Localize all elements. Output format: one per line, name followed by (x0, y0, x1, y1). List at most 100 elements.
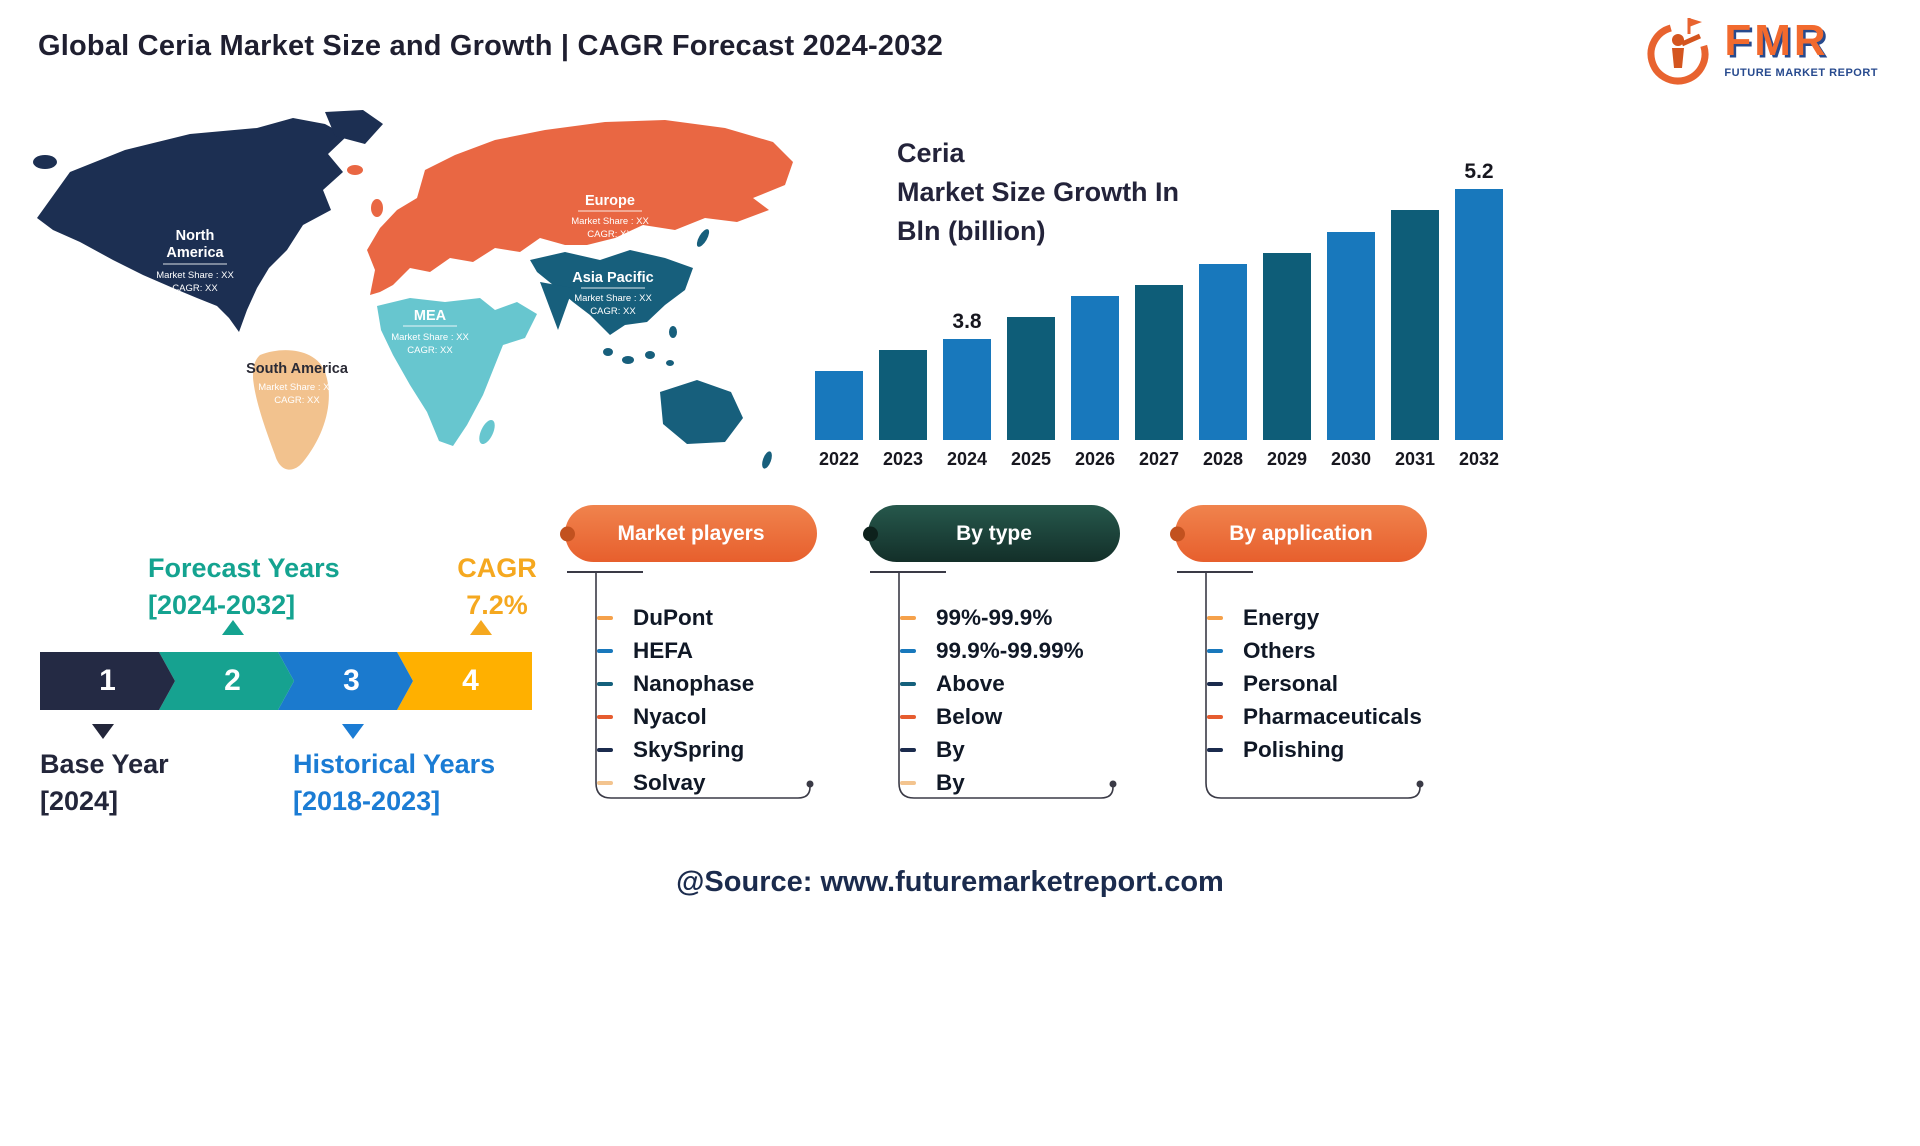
bar (1135, 285, 1183, 440)
bar-chart: 2022 2023 3.8 2024 2025 2026 2027 2028 2029 2030 2… (815, 150, 1530, 470)
chart-title: Ceria Market Size Growth In Bln (billion… (897, 134, 1179, 251)
timeline-segment-3: 3 (278, 652, 413, 710)
pill-circle-icon (1170, 526, 1185, 541)
bar-year-label: 2024 (946, 449, 988, 469)
list-item: Nyacol (597, 704, 754, 730)
bar (879, 350, 927, 440)
forecast-years-title: Forecast Years (148, 553, 340, 583)
bullet-dash-icon (1207, 648, 1223, 654)
bullet-dash-icon (597, 615, 613, 621)
panel-title: By type (956, 521, 1032, 545)
region-name: North (176, 228, 215, 244)
bar-year-label: 2028 (1202, 449, 1244, 469)
pill-underline (870, 571, 946, 573)
pill-circle-icon (863, 526, 878, 541)
bullet-dash-icon (900, 648, 916, 654)
chart-column: 3.8 2024 (943, 310, 991, 470)
list-item: By (900, 770, 1084, 796)
chart-column: 2028 (1199, 264, 1247, 470)
panel-items: Energy Others Personal Pharmaceuticals Polis… (1207, 605, 1422, 763)
bar (1263, 253, 1311, 440)
bullet-dash-icon (597, 747, 613, 753)
list-item-label: Polishing (1243, 737, 1345, 762)
bar-year-label: 2029 (1266, 449, 1308, 469)
chart-column: 2029 (1263, 253, 1311, 470)
bullet-dash-icon (900, 747, 916, 753)
map-label-south-america: South America Market Share : XX CAGR: XX (246, 361, 349, 406)
fmr-logo-wordmark: FMR (1724, 16, 1829, 65)
bullet-dash-icon (597, 780, 613, 786)
timeline-segment-number: 4 (462, 664, 479, 697)
historical-years-arrow-icon (342, 724, 364, 739)
region-cagr: CAGR: XX (172, 283, 218, 294)
panel-by-application: By application Energy Others Personal Pharm… (1170, 505, 1427, 825)
list-item: Solvay (597, 770, 754, 796)
panel-bracket (898, 571, 1117, 799)
bullet-dash-icon (900, 615, 916, 621)
list-item-label: DuPont (633, 605, 713, 630)
chart-column: 2030 (1327, 232, 1375, 470)
source-note: @Source: www.futuremarketreport.com (676, 866, 1224, 898)
panel-market-players: Market players DuPont HEFA Nanophase Nyacol… (560, 505, 817, 825)
cagr-title: CAGR (457, 553, 537, 583)
cagr-value: 7.2% (466, 590, 528, 620)
list-item-label: Nanophase (633, 671, 755, 696)
list-item: Nanophase (597, 671, 754, 697)
bar-year-label: 2023 (882, 449, 924, 469)
bar (1391, 210, 1439, 440)
list-item-label: Others (1243, 638, 1316, 663)
map-label-mea: MEA Market Share : XX CAGR: XX (391, 308, 469, 356)
timeline-segment-number: 1 (99, 664, 116, 697)
list-item: Energy (1207, 605, 1422, 631)
region-share: Market Share : XX (391, 332, 469, 343)
region-cagr: CAGR: XX (587, 229, 633, 240)
bar (1071, 296, 1119, 440)
timeline-segment-1: 1 (40, 652, 175, 710)
chart-column: 2022 (815, 371, 863, 470)
fmr-logo-icon (1647, 18, 1709, 85)
panel-bracket (595, 571, 814, 799)
region-name: South America (246, 361, 349, 377)
region-cagr: CAGR: XX (274, 395, 320, 406)
chart-column: 2026 (1071, 296, 1119, 470)
list-item: HEFA (597, 638, 754, 664)
bar (1199, 264, 1247, 440)
list-item-label: Pharmaceuticals (1243, 704, 1422, 729)
panel-title: Market players (617, 521, 765, 545)
region-name: MEA (414, 308, 447, 324)
region-europe (347, 120, 793, 295)
historical-years-range: [2018-2023] (293, 786, 441, 816)
list-item-label: Personal (1243, 671, 1339, 696)
list-item: 99.9%-99.99% (900, 638, 1084, 664)
base-year-label: Base Year [2024] (40, 746, 169, 820)
bullet-dash-icon (1207, 747, 1223, 753)
list-item-label: Above (936, 671, 1005, 696)
page-title: Global Ceria Market Size and Growth | CA… (38, 30, 944, 62)
bar (943, 339, 991, 440)
map-label-asia-pacific: Asia Pacific Market Share : XX CAGR: XX (572, 270, 653, 317)
bar-year-label: 2027 (1138, 449, 1180, 469)
panel-pill-by-type: By type (863, 505, 1120, 562)
timeline-segment-2: 2 (159, 652, 294, 710)
list-item-label: SkySpring (633, 737, 745, 762)
bar (815, 371, 863, 440)
base-year-arrow-icon (92, 724, 114, 739)
pill-circle-icon (560, 526, 575, 541)
list-item-label: Below (936, 704, 1003, 729)
region-asia-pacific (530, 229, 772, 469)
bar-year-label: 2031 (1394, 449, 1436, 469)
bullet-dash-icon (900, 780, 916, 786)
panel-pill-market-players: Market players (560, 505, 817, 562)
timeline-segment-4: 4 (397, 652, 532, 710)
panel-pill-by-application: By application (1170, 505, 1427, 562)
chart-title-line: Market Size Growth In (897, 177, 1180, 208)
forecast-years-range: [2024-2032] (148, 590, 296, 620)
base-year-title: Base Year (40, 749, 169, 779)
chart-column: 2023 (879, 350, 927, 470)
bar-value-label: 3.8 (952, 310, 982, 333)
map-label-north-america: North America Market Share : XX CAGR: XX (156, 228, 234, 294)
base-year-range: [2024] (40, 786, 119, 816)
region-share: Market Share : XX (574, 293, 652, 304)
pill-underline (1177, 571, 1253, 573)
